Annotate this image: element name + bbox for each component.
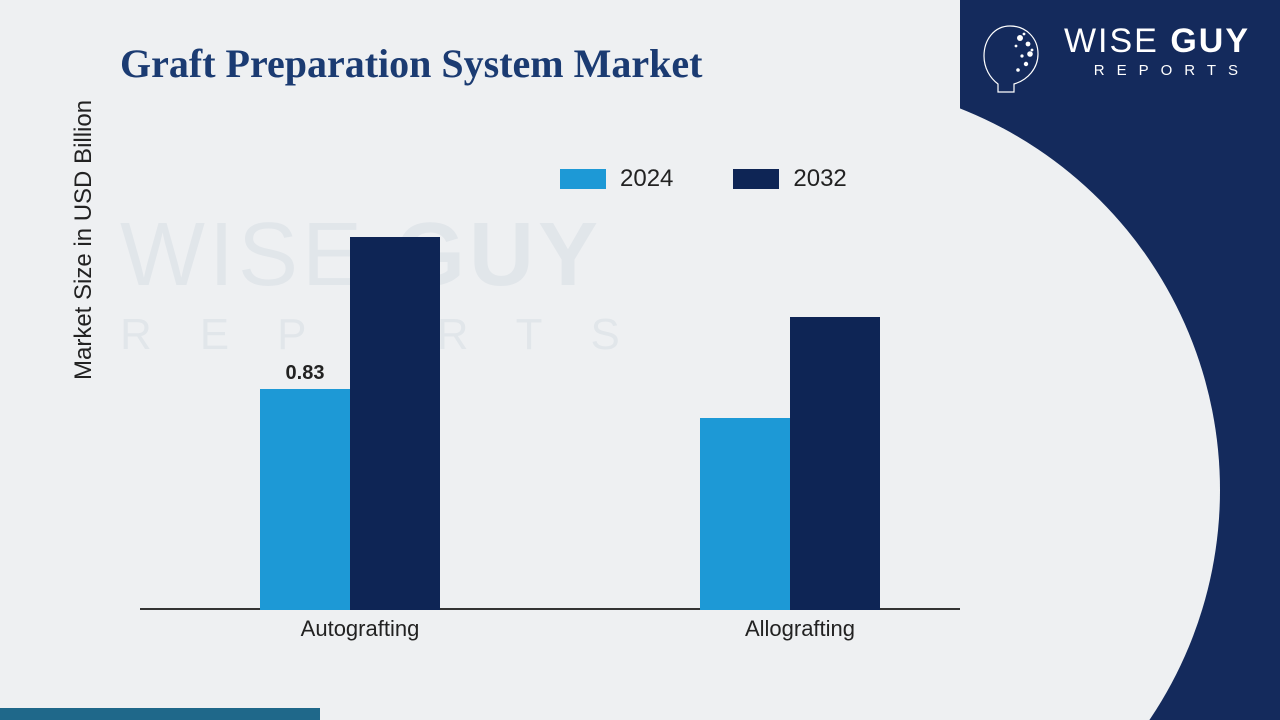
y-axis-label: Market Size in USD Billion bbox=[70, 100, 98, 380]
bar-2024 bbox=[700, 418, 790, 610]
brand-word2: GUY bbox=[1170, 22, 1250, 60]
bar-2024: 0.83 bbox=[260, 389, 350, 610]
legend-swatch-2024 bbox=[560, 169, 606, 189]
chart-title: Graft Preparation System Market bbox=[120, 40, 702, 87]
plot-area: 0.83AutograftingAllografting bbox=[140, 210, 960, 610]
brand-word1: WISE bbox=[1064, 22, 1159, 60]
footer-accent-bar bbox=[0, 708, 320, 720]
legend-label-2024: 2024 bbox=[620, 165, 673, 193]
legend: 2024 2032 bbox=[560, 165, 847, 193]
brand-logo: WISE GUY REPORTS bbox=[1064, 24, 1250, 79]
x-tick-label: Allografting bbox=[730, 610, 870, 641]
brand-subtitle: REPORTS bbox=[1064, 62, 1250, 79]
x-tick-label: Autografting bbox=[290, 610, 430, 641]
bar-2032 bbox=[350, 237, 440, 610]
bar-value-label: 0.83 bbox=[260, 362, 350, 389]
legend-item-2024: 2024 bbox=[560, 165, 673, 193]
legend-item-2032: 2032 bbox=[733, 165, 846, 193]
chart-canvas: WISE GUY REPORTS Graft Preparation Syste… bbox=[0, 0, 1280, 720]
bar-2032 bbox=[790, 317, 880, 610]
legend-swatch-2032 bbox=[733, 169, 779, 189]
legend-label-2032: 2032 bbox=[793, 165, 846, 193]
brand-head-icon bbox=[980, 24, 1040, 94]
